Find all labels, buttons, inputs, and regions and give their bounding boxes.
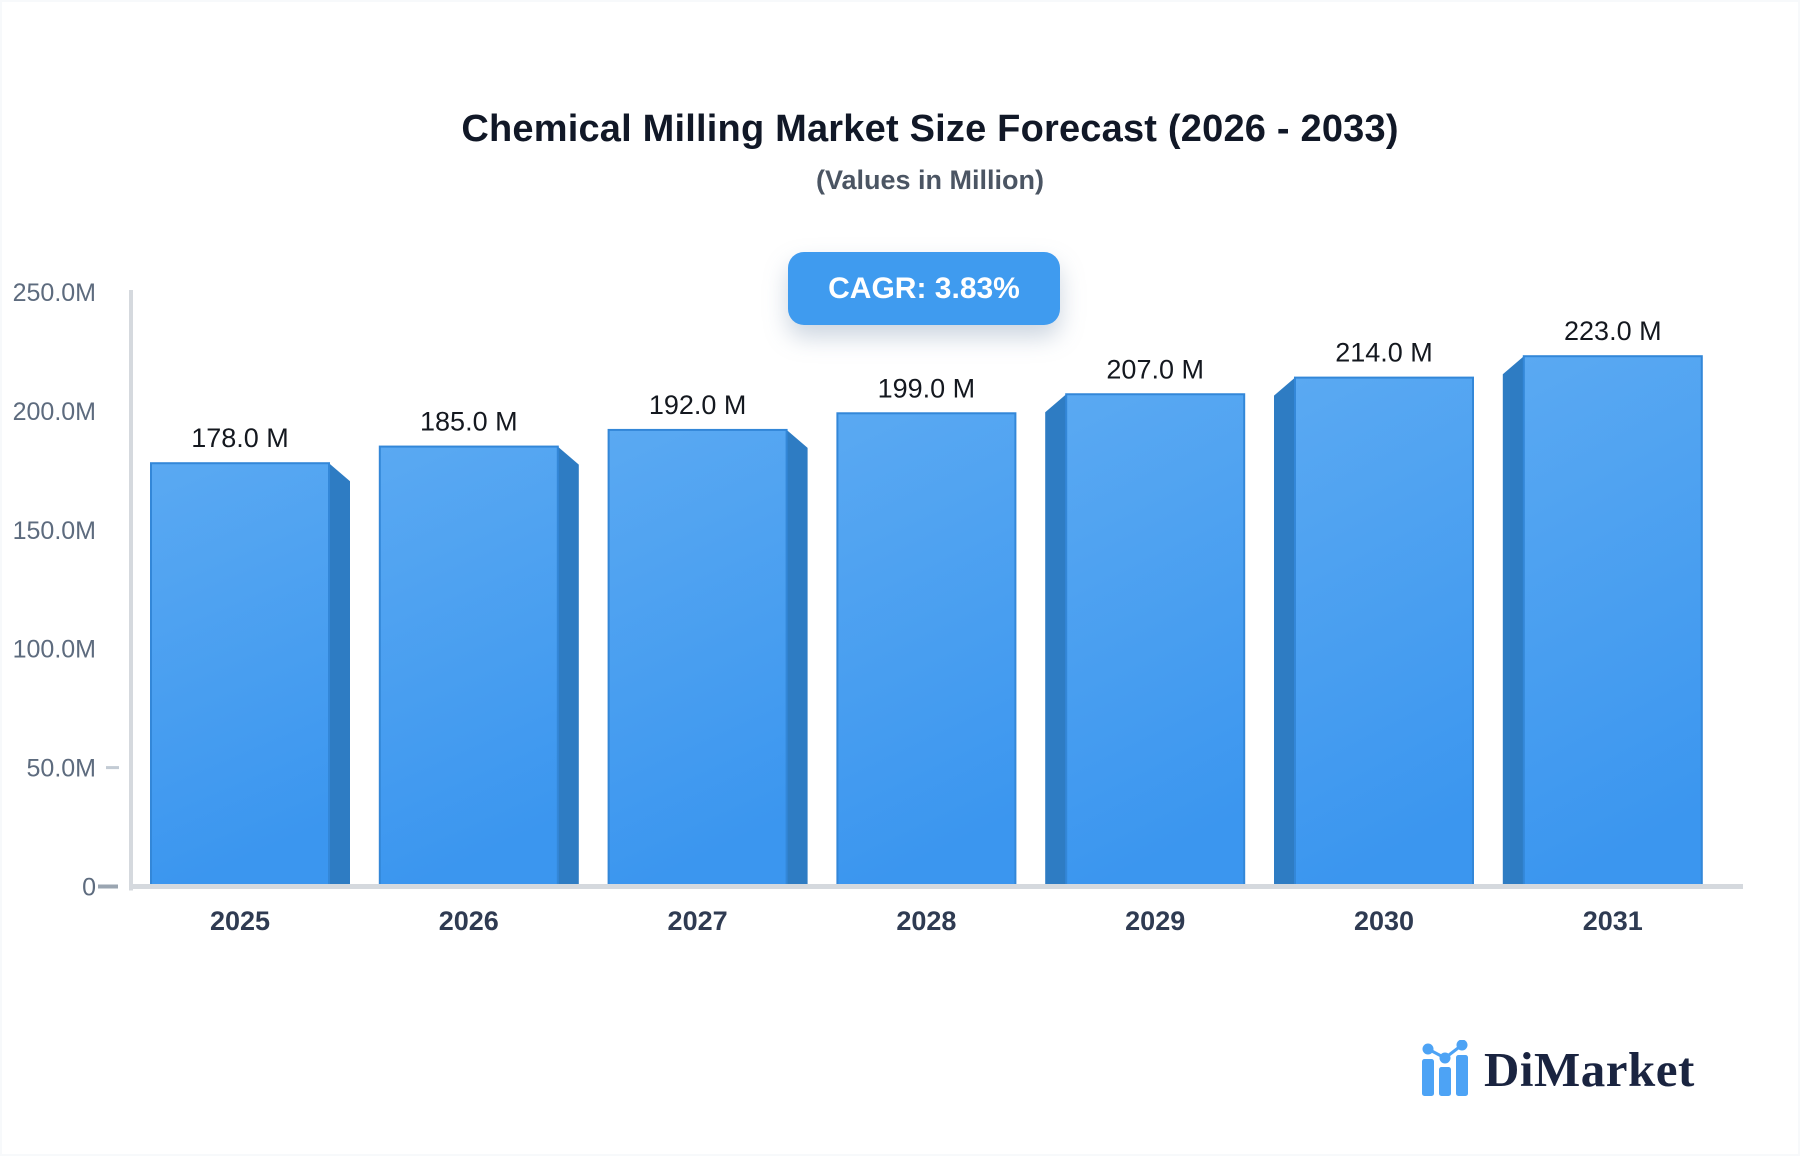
x-axis-label: 2031 (1583, 906, 1643, 936)
bar-side-2025 (329, 463, 350, 887)
bar-value-label: 192.0 M (649, 390, 747, 420)
x-axis-label: 2025 (210, 906, 270, 936)
bar-2027[interactable] (607, 428, 788, 888)
y-axis-label: 50.0M (27, 755, 96, 783)
cagr-badge: CAGR: 3.83% (788, 252, 1060, 325)
y-axis-label: 150.0M (13, 517, 96, 545)
x-axis-label: 2030 (1354, 906, 1414, 936)
bar-side-2030 (1274, 377, 1295, 887)
x-axis-label: 2027 (668, 906, 728, 936)
dimarket-logo-icon (1422, 1040, 1468, 1096)
y-axis-label: 100.0M (13, 636, 96, 664)
x-axis-label: 2029 (1125, 906, 1185, 936)
bar-2026[interactable] (378, 445, 559, 888)
bar-value-label: 214.0 M (1335, 338, 1433, 368)
bar-side-2026 (557, 446, 579, 887)
dimarket-logo[interactable]: DiMarket (1420, 1040, 1695, 1096)
bar-value-label: 207.0 M (1106, 354, 1204, 384)
bar-side-2031 (1502, 356, 1524, 887)
chart-header: Chemical Milling Market Size Forecast (2… (60, 0, 1800, 196)
y-axis-label: 200.0M (13, 398, 96, 426)
x-axis-label: 2028 (896, 906, 956, 936)
y-axis-tick (106, 766, 119, 770)
y-axis-tick (98, 884, 118, 889)
y-axis-label: 250.0M (13, 279, 96, 307)
bar-2030[interactable] (1294, 376, 1474, 888)
chart-subtitle: (Values in Million) (815, 165, 1045, 195)
chart-title: Chemical Milling Market Size Forecast (2… (461, 108, 1399, 150)
bar-2031[interactable] (1522, 355, 1703, 888)
x-axis-line (129, 884, 1743, 889)
bar-value-label: 185.0 M (420, 407, 518, 437)
dimarket-logo-text: DiMarket (1484, 1042, 1695, 1097)
bar-2028[interactable] (836, 412, 1017, 888)
bar-value-label: 178.0 M (191, 423, 289, 453)
y-axis-label: 0 (82, 874, 96, 902)
x-axis-label: 2026 (439, 906, 499, 936)
bar-value-label: 223.0 M (1564, 316, 1662, 346)
y-axis-line (129, 290, 133, 891)
bar-2025[interactable] (150, 462, 330, 888)
bar-side-2027 (786, 429, 808, 887)
bar-2029[interactable] (1065, 393, 1246, 888)
bar-side-2029 (1045, 394, 1067, 887)
bar-value-label: 199.0 M (878, 373, 976, 403)
